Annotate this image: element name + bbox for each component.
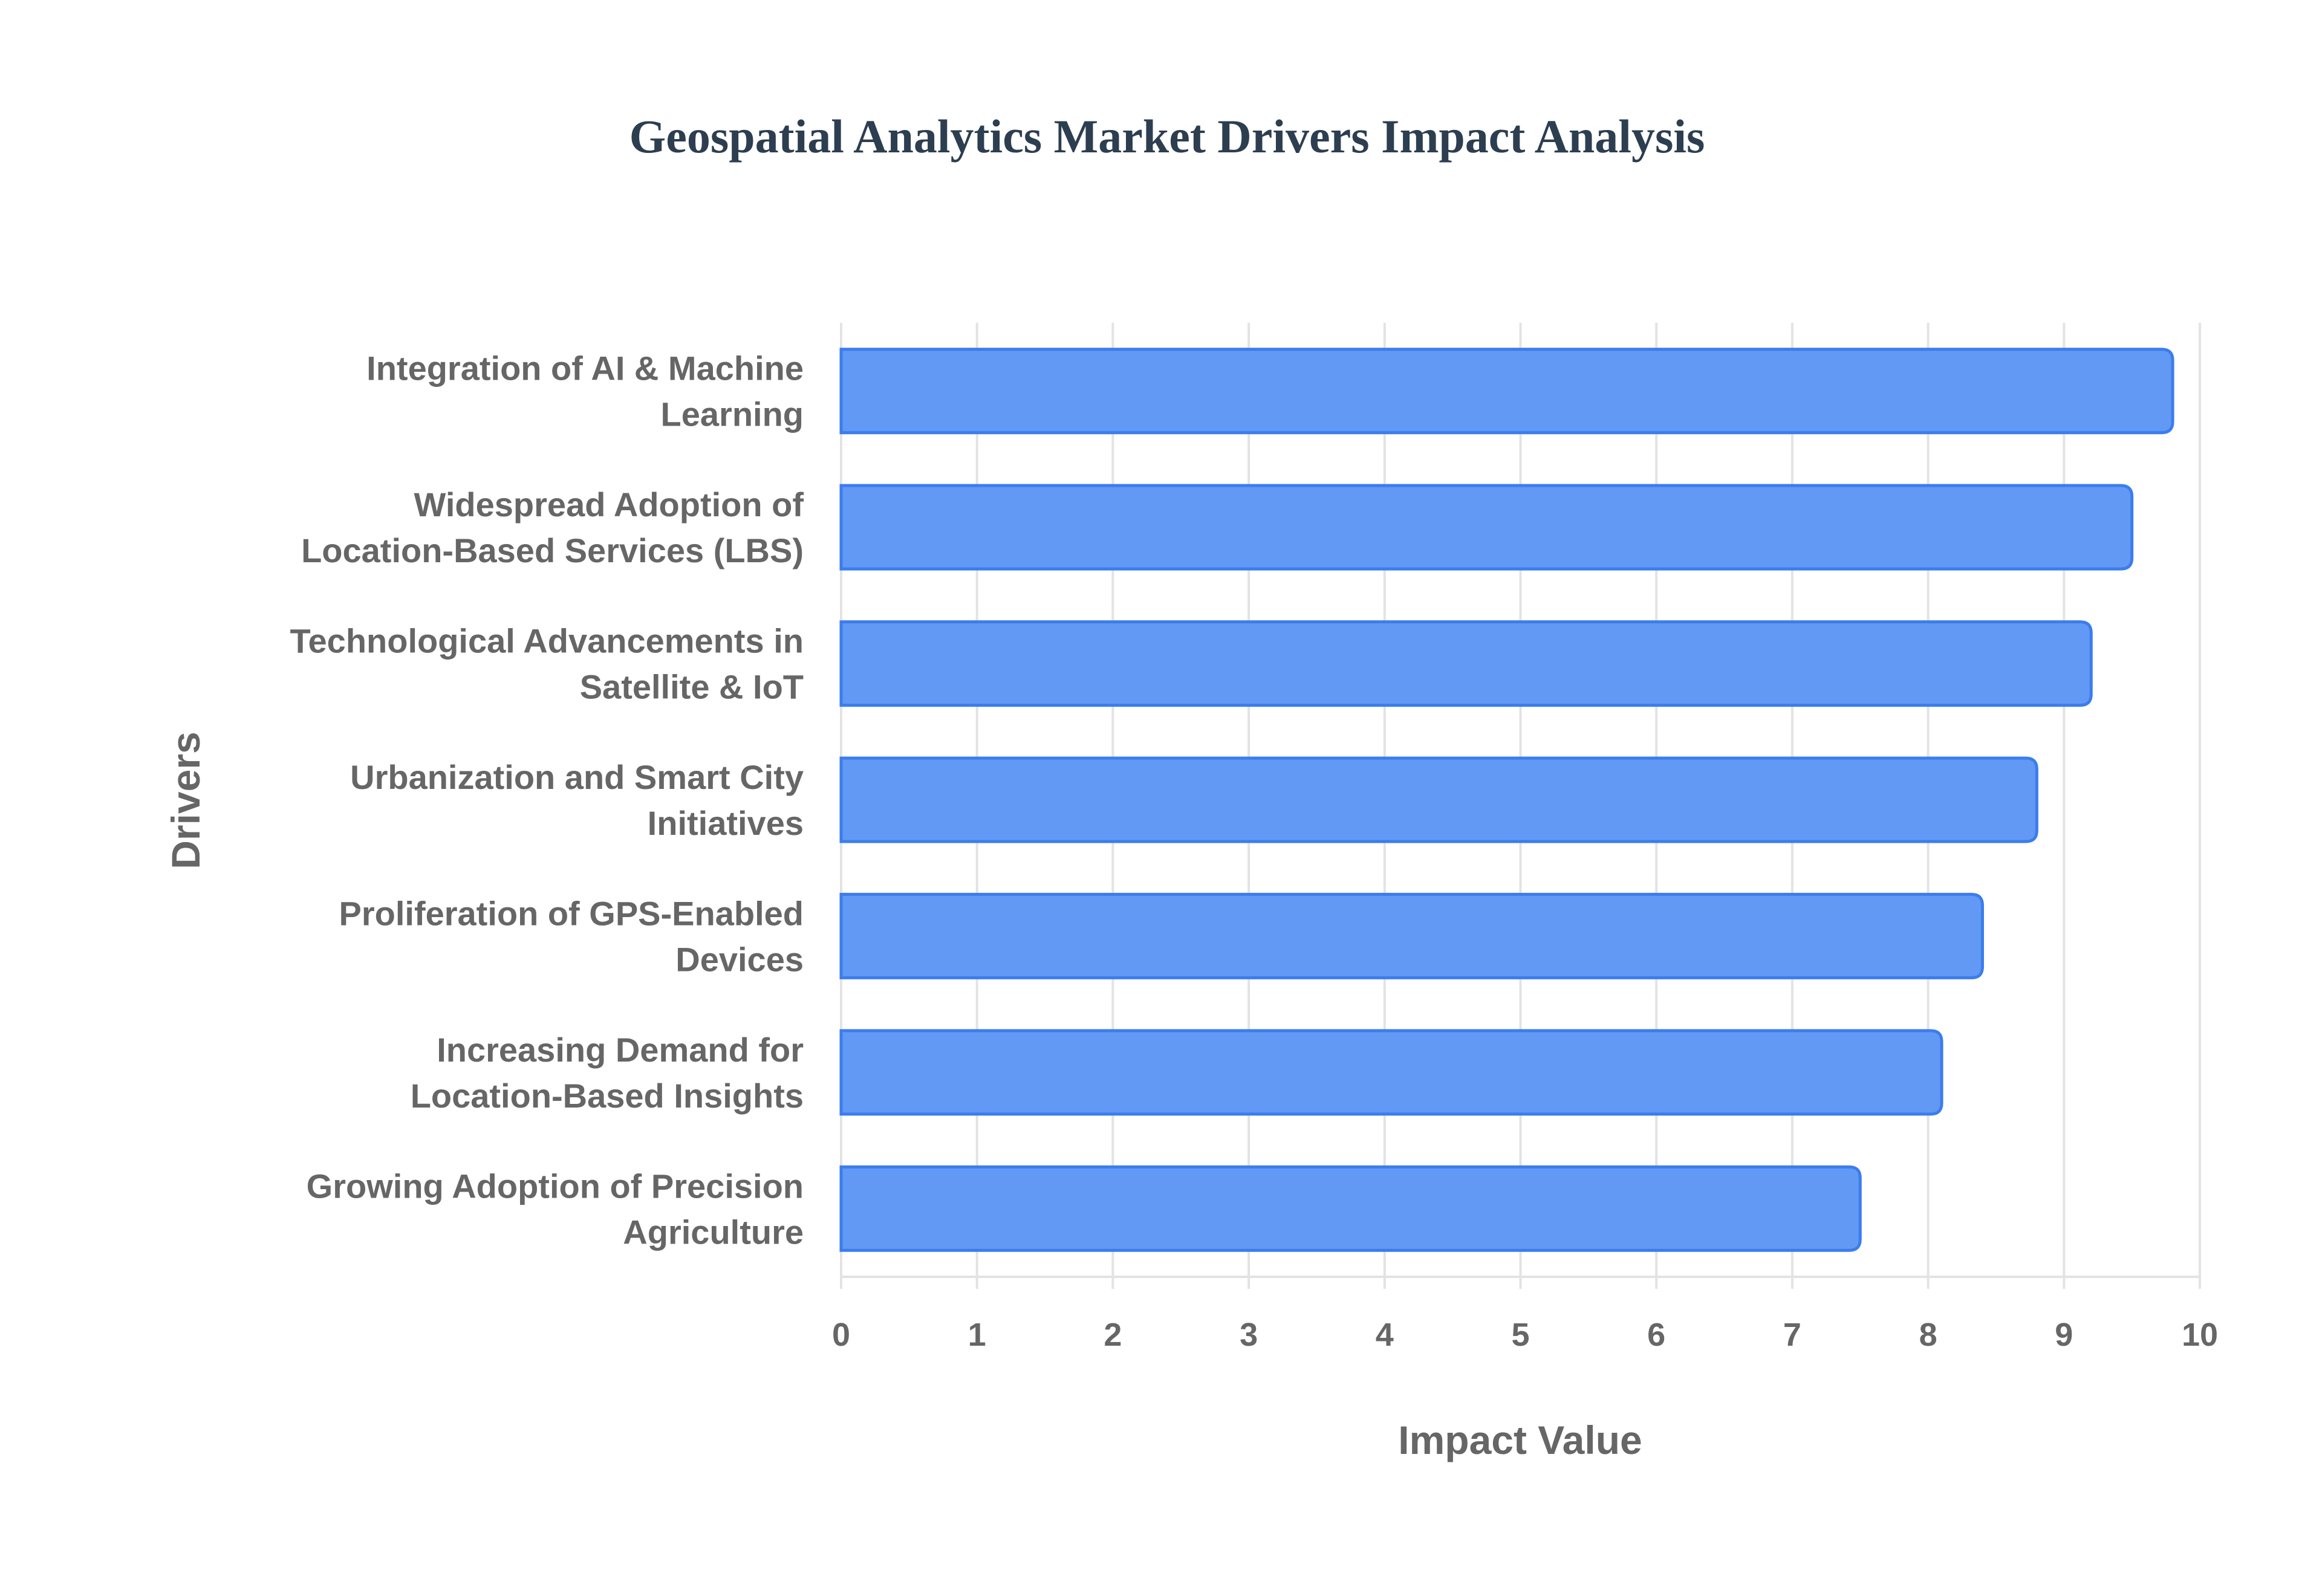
x-tick-label: 2 (1104, 1317, 1122, 1353)
bar (839, 1029, 1943, 1116)
category-label: Urbanization and Smart City (350, 758, 804, 796)
category-labels: Integration of AI & Machine Learning Wides… (290, 349, 804, 1251)
x-tick-label: 1 (968, 1317, 986, 1353)
y-axis-label: Drivers (163, 731, 208, 869)
x-tick-label: 5 (1511, 1317, 1529, 1353)
category-label: Integration of AI & Machine (366, 349, 804, 388)
category-label: Location-Based Insights (411, 1077, 804, 1115)
category-label: Agriculture (623, 1213, 804, 1251)
category-label: Proliferation of GPS-Enabled (339, 894, 804, 932)
category-label: Devices (675, 940, 804, 978)
x-tick-label: 0 (832, 1317, 850, 1353)
x-tick-label: 8 (1919, 1317, 1937, 1353)
bar (839, 892, 1984, 979)
bar (839, 348, 2174, 435)
category-label: Technological Advancements in (290, 622, 804, 660)
x-tick-label: 4 (1376, 1317, 1394, 1353)
x-tick-labels: 0 1 2 3 4 5 6 7 8 9 10 (832, 1317, 2218, 1353)
bar (839, 1165, 1862, 1252)
x-tick-label: 7 (1783, 1317, 1801, 1353)
x-tick-label: 9 (2055, 1317, 2073, 1353)
bar (839, 756, 2038, 843)
category-label: Widespread Adoption of (414, 485, 804, 524)
x-tick-label: 3 (1240, 1317, 1258, 1353)
category-label: Initiatives (648, 804, 804, 842)
bar (839, 620, 2093, 707)
bar (839, 484, 2134, 571)
category-label: Growing Adoption of Precision (307, 1167, 804, 1205)
category-label: Satellite & IoT (580, 668, 804, 706)
category-label: Increasing Demand for (437, 1031, 804, 1069)
x-axis-label: Impact Value (1398, 1418, 1642, 1462)
category-label: Learning (661, 395, 804, 433)
bars (839, 348, 2174, 1252)
chart-title: Geospatial Analytics Market Drivers Impa… (629, 110, 1705, 163)
x-tick-label: 6 (1647, 1317, 1665, 1353)
x-tick-label: 10 (2182, 1317, 2218, 1353)
category-label: Location-Based Services (LBS) (301, 531, 804, 569)
